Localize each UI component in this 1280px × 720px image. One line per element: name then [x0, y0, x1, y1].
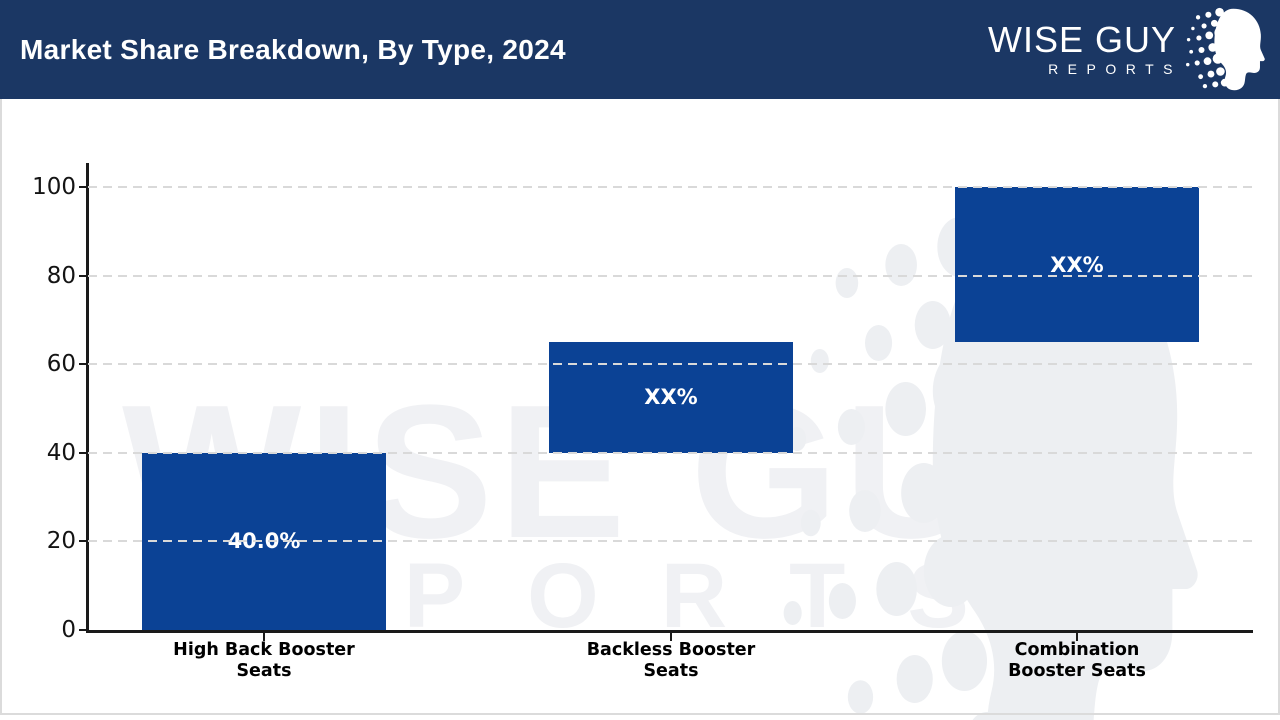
y-tick-label: 0: [61, 617, 76, 643]
x-tick-mark: [670, 633, 672, 641]
category-label: Backless Booster Seats: [586, 640, 756, 681]
gridline: [88, 274, 1253, 277]
y-tick-label: 100: [32, 174, 76, 200]
bar-value-label: XX%: [1050, 252, 1104, 277]
gridline: [88, 451, 1253, 454]
logo-text: WISE GUY REPORTS: [987, 19, 1176, 78]
chart-area: WISE GUY REPORTS 0 20 40 60 80 100 40.0% XX% XX%…: [0, 99, 1280, 720]
gridline: [88, 363, 1253, 366]
bar: XX%: [955, 187, 1199, 343]
y-tick-mark: [79, 451, 87, 454]
plot: 0 20 40 60 80 100 40.0% XX% XX% High Back Booster…: [0, 99, 1280, 720]
header: Market Share Breakdown, By Type, 2024 WI…: [0, 0, 1280, 99]
y-tick-label: 20: [46, 528, 76, 555]
category-label: High Back Booster Seats: [173, 640, 355, 681]
bar: XX%: [549, 342, 793, 453]
x-tick-mark: [263, 633, 265, 641]
category-label: Combination Booster Seats: [1008, 640, 1146, 681]
logo-text-secondary: REPORTS: [1048, 61, 1182, 77]
y-axis-line: [86, 163, 89, 633]
logo-face-icon: [1186, 7, 1265, 90]
y-tick-mark: [79, 186, 87, 188]
y-tick-label: 80: [46, 262, 76, 289]
y-tick-label: 60: [46, 351, 76, 378]
bar-value-label: XX%: [644, 385, 698, 410]
wiseguy-logo: WISE GUY REPORTS: [988, 6, 1266, 94]
gridline: [88, 540, 1253, 543]
y-tick-mark: [79, 629, 87, 631]
y-tick-label: 40: [46, 439, 76, 466]
x-axis-line: [86, 630, 1253, 633]
x-tick-mark: [1076, 633, 1078, 641]
y-tick-mark: [79, 540, 87, 543]
page-title: Market Share Breakdown, By Type, 2024: [20, 33, 566, 65]
y-tick-mark: [79, 274, 87, 277]
gridline: [88, 186, 1253, 188]
logo-text-primary: WISE GUY: [987, 19, 1176, 60]
y-tick-mark: [79, 363, 87, 366]
